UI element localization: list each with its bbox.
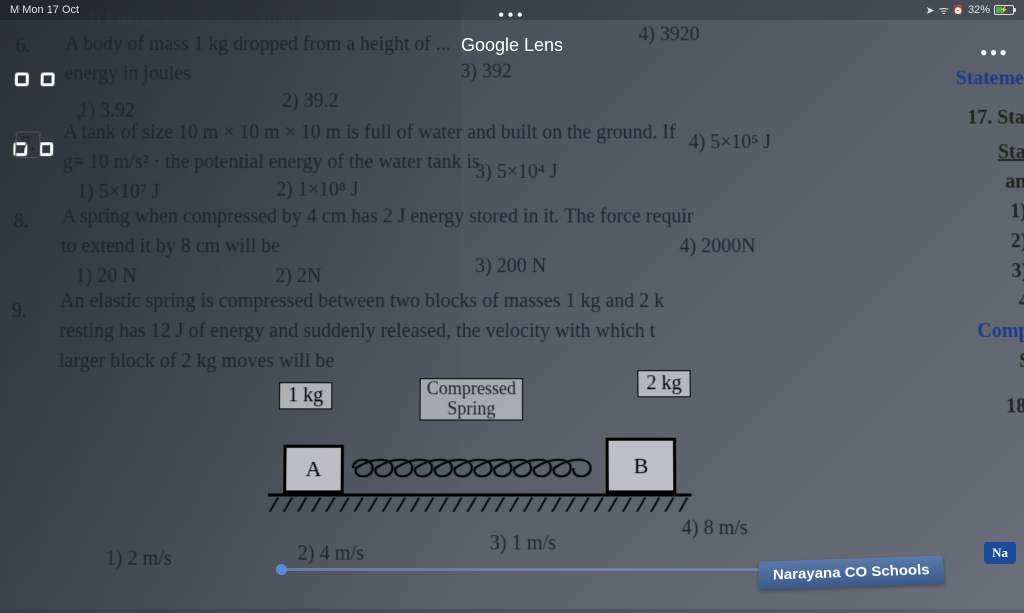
lens-slider-handle[interactable]: [276, 564, 287, 575]
q6-number: 6.: [15, 35, 30, 57]
status-right: ➤ ᯤ ⏰ 32% ⚡: [925, 3, 1014, 18]
lens-more-menu[interactable]: •••: [980, 40, 1009, 66]
google-lens-title: Google Lens: [461, 35, 563, 56]
side-comp: Comp: [977, 320, 1024, 343]
q8-line2: to extend it by 8 cm will be: [61, 235, 280, 258]
google-lens-suffix: Lens: [519, 35, 563, 55]
photographed-page: 3) Energy of the first is more 6. A body…: [0, 4, 1024, 613]
q9-opt4: 4) 8 m/s: [682, 517, 748, 540]
q8-opt1: 1) 20 N: [75, 265, 136, 288]
q9-line2: resting has 12 J of energy and suddenly …: [59, 320, 655, 343]
lens-slider[interactable]: [280, 568, 764, 571]
side-an: an: [1005, 171, 1024, 194]
q9-opt3: 3) 1 m/s: [490, 532, 556, 555]
mass-label-a: 1 kg: [279, 382, 332, 409]
more-menu-top[interactable]: •••: [498, 5, 526, 26]
q6-opt4: 4) 3920: [638, 24, 699, 46]
q8-opt4: 4) 2000N: [679, 235, 755, 258]
side-sta: Sta: [998, 141, 1024, 164]
spring-coil-svg: [351, 455, 593, 481]
q9-line1: An elastic spring is compressed between …: [60, 290, 665, 313]
wifi-icon: ᯤ: [939, 3, 949, 18]
mass-label-b: 2 kg: [637, 370, 690, 397]
block-a: A: [283, 445, 344, 494]
google-lens-prefix: Google: [461, 35, 519, 55]
q8-opt3: 3) 200 N: [475, 255, 546, 278]
q7-opt3: 3) 5×10⁴ J: [475, 161, 557, 184]
na-badge: Na: [984, 542, 1016, 564]
q7-line2: g= 10 m/s² · the potential energy of the…: [63, 151, 480, 174]
q8-opt2: 2) 2N: [275, 265, 321, 288]
surface-line: [268, 493, 692, 496]
q9-line3: larger block of 2 kg moves will be: [59, 350, 335, 373]
carrier-icon: M: [10, 4, 19, 16]
lens-focus-brackets[interactable]: [14, 73, 54, 112]
side-1: 1): [1010, 201, 1024, 224]
battery-icon: ⚡: [994, 5, 1014, 15]
q6-line1: A body of mass 1 kg dropped from a heigh…: [65, 33, 451, 55]
battery-percent: 32%: [968, 4, 990, 16]
spring-diagram: 1 kg 2 kg Compressed Spring A B: [268, 390, 692, 511]
q7-opt4: 4) 5×10⁵ J: [689, 131, 771, 154]
spring-label-l2: Spring: [447, 398, 495, 418]
alarm-icon: ⏰: [953, 5, 964, 16]
q6-opt2: 2) 39.2: [282, 90, 338, 113]
location-icon: ➤: [925, 4, 934, 17]
side-q17: 17. Sta: [967, 107, 1024, 130]
q8-number: 8.: [14, 210, 29, 233]
q9-number: 9.: [12, 300, 27, 323]
q8-line1: A spring when compressed by 4 cm has 2 J…: [62, 205, 694, 228]
side-3: 3): [1011, 260, 1024, 283]
q9-opt2: 2) 4 m/s: [298, 542, 364, 565]
q7-opt1: 1) 5×10⁷ J: [77, 181, 160, 204]
q6-opt3: 3) 392: [461, 61, 512, 84]
status-datetime: Mon 17 Oct: [22, 4, 79, 16]
side-2: 2): [1011, 230, 1024, 253]
q7-line1: A tank of size 10 m × 10 m × 10 m is ful…: [63, 122, 676, 145]
block-b: B: [606, 438, 677, 494]
side-stateme: Stateme: [956, 68, 1024, 91]
side-s: S: [1019, 350, 1024, 373]
side-4: 4: [1019, 290, 1024, 313]
q9-opt1: 1) 2 m/s: [105, 547, 172, 570]
spring-label: Compressed Spring: [420, 378, 524, 420]
side-q18: 18.: [1006, 395, 1024, 418]
status-left: M Mon 17 Oct: [10, 4, 79, 16]
q7-opt2: 2) 1×10⁸ J: [276, 179, 358, 202]
spring-label-l1: Compressed: [427, 378, 516, 398]
q6-line2: energy in joules: [64, 63, 190, 86]
q7-number: 7.: [15, 131, 40, 158]
